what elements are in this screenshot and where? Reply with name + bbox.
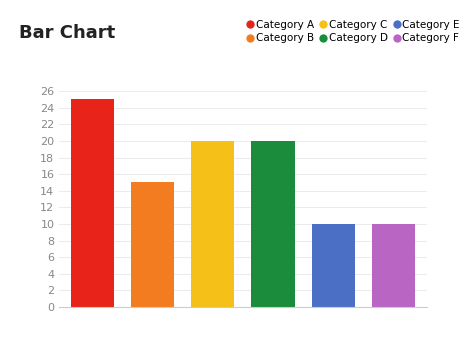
- Legend: Category A, Category B, Category C, Category D, Category E, Category F: Category A, Category B, Category C, Cate…: [245, 16, 464, 48]
- Text: Bar Chart: Bar Chart: [19, 24, 115, 42]
- Bar: [372, 224, 415, 307]
- Bar: [131, 183, 174, 307]
- Bar: [71, 99, 114, 307]
- Bar: [251, 141, 295, 307]
- Bar: [191, 141, 235, 307]
- Bar: [311, 224, 355, 307]
